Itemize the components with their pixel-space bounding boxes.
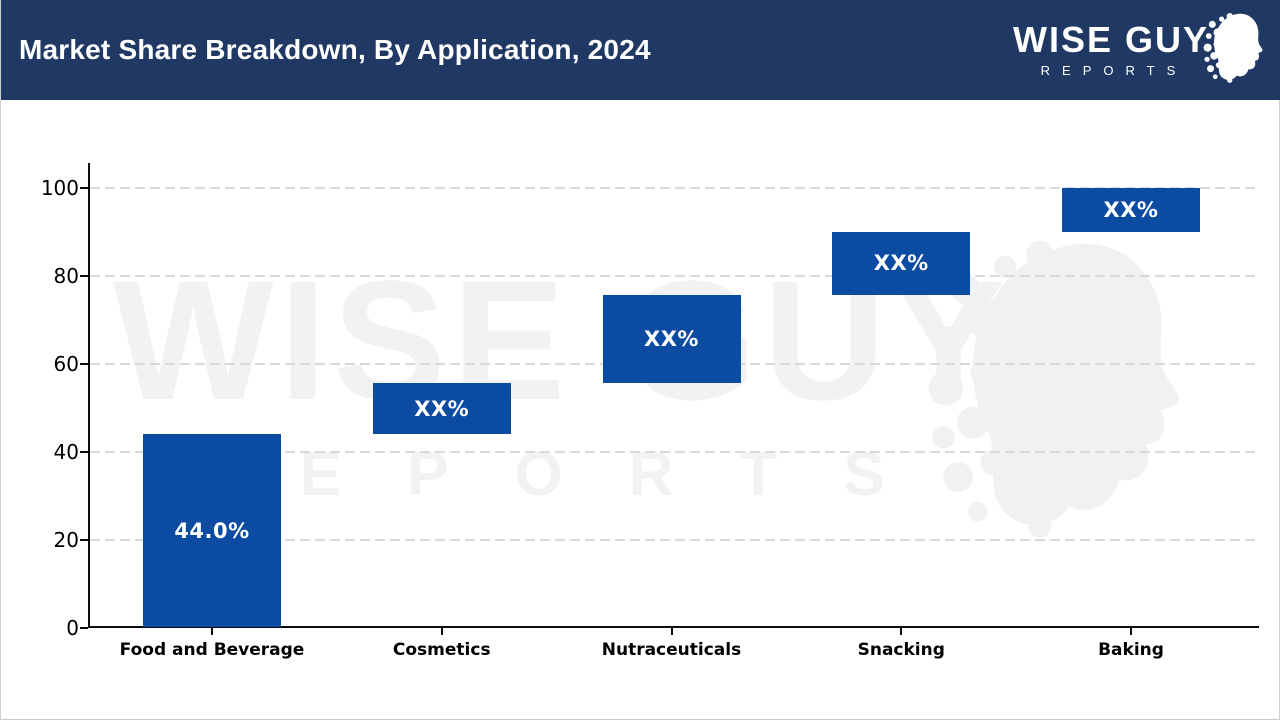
bar-value-label: XX% — [873, 251, 929, 276]
y-tick-mark — [80, 450, 88, 453]
bar-value-label: 44.0% — [174, 518, 250, 543]
x-category-label: Food and Beverage — [119, 640, 305, 660]
x-tick-mark — [440, 628, 443, 635]
y-axis-line — [88, 163, 90, 628]
y-tick-label: 100 — [40, 175, 79, 200]
y-gridline — [90, 538, 1259, 541]
x-tick-mark — [900, 628, 903, 635]
waterfall-bar: XX% — [372, 383, 511, 434]
y-gridline — [90, 450, 1259, 453]
y-tick-mark — [80, 538, 88, 541]
y-tick-mark — [80, 274, 88, 277]
header: Market Share Breakdown, By Application, … — [1, 0, 1280, 100]
logo-text: WISE GUY REPORTS — [1012, 19, 1209, 79]
x-tick-mark — [1130, 628, 1132, 635]
chart-area: WISE GUY REPORTS 0 20 40 60 80 100 44.0% Food a… — [1, 100, 1280, 720]
y-tick-label: 40 — [53, 439, 79, 464]
wise-guy-logo: WISE GUY REPORTS — [1013, 9, 1267, 91]
logo-primary-text: WISE GUY — [1012, 19, 1209, 60]
y-tick-label: 60 — [53, 351, 79, 376]
waterfall-bar: XX% — [602, 295, 741, 384]
watermark-secondary-text: REPORTS — [189, 440, 951, 509]
y-tick-mark — [80, 626, 88, 629]
x-category-label: Snacking — [857, 640, 945, 660]
waterfall-bar: XX% — [832, 231, 971, 296]
y-tick-label: 0 — [66, 615, 79, 640]
waterfall-bar: 44.0% — [143, 433, 281, 628]
bar-value-label: XX% — [414, 396, 470, 421]
head-profile-icon — [1203, 13, 1263, 83]
x-category-label: Cosmetics — [392, 640, 491, 660]
y-tick-mark — [80, 186, 88, 189]
x-category-label: Baking — [1098, 640, 1164, 660]
logo-secondary-text: REPORTS — [1040, 63, 1188, 78]
watermark-head-icon — [928, 240, 1179, 538]
bar-value-label: XX% — [644, 327, 699, 352]
y-tick-mark — [80, 362, 88, 365]
x-tick-mark — [670, 628, 673, 635]
x-axis-line — [88, 626, 1259, 628]
bar-value-label: XX% — [1103, 197, 1159, 222]
y-tick-label: 20 — [53, 527, 79, 552]
x-category-label: Nutraceuticals — [601, 640, 742, 660]
y-gridline — [90, 186, 1259, 189]
waterfall-bar: XX% — [1062, 187, 1200, 232]
page-title: Market Share Breakdown, By Application, … — [19, 34, 651, 65]
x-tick-mark — [211, 628, 213, 635]
y-gridline — [90, 274, 1259, 277]
y-tick-label: 80 — [53, 263, 79, 288]
